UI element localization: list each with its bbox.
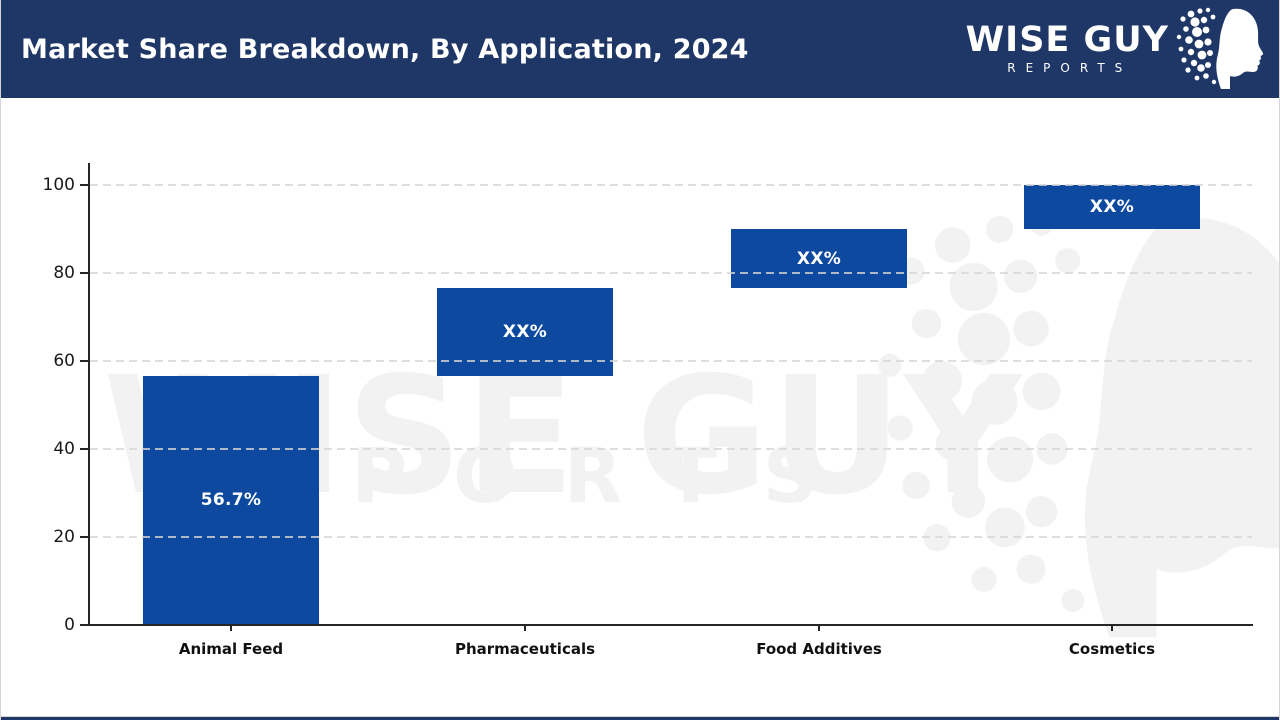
y-tick-label: 100 [42, 175, 75, 195]
bar-value-label: XX% [502, 321, 548, 342]
gridline [90, 360, 1252, 362]
chart-title: Market Share Breakdown, By Application, … [21, 33, 749, 65]
logo-reports-text: REPORTS [1007, 61, 1133, 75]
logo-wordmark: WISE GUY [965, 20, 1169, 60]
gridline [90, 448, 1252, 450]
x-tick-mark [818, 625, 820, 631]
y-tick-label: 80 [53, 263, 75, 283]
bar-pharmaceuticals: XX% [437, 288, 613, 376]
y-tick-mark [80, 624, 88, 626]
bar-cosmetics: XX% [1024, 185, 1200, 230]
y-tick-label: 0 [64, 615, 75, 635]
gridline [90, 536, 1252, 538]
x-tick-label-food-additives: Food Additives [756, 640, 882, 658]
bar-value-label: XX% [796, 248, 842, 269]
y-tick-mark [80, 272, 88, 274]
bar-animal-feed: 56.7% [143, 375, 319, 625]
x-tick-mark [524, 625, 526, 631]
x-tick-label-cosmetics: Cosmetics [1068, 640, 1156, 658]
wiseguy-logo-text: WISE GUY REPORTS [965, 20, 1169, 76]
y-tick-label: 40 [53, 439, 75, 459]
footer-accent-strip [1, 717, 1279, 720]
gridline [90, 272, 1252, 274]
y-tick-mark [80, 448, 88, 450]
y-tick-mark [80, 360, 88, 362]
x-tick-label-pharmaceuticals: Pharmaceuticals [454, 640, 596, 658]
x-tick-mark [230, 625, 232, 631]
y-tick-mark [80, 184, 88, 186]
x-axis-spine [88, 624, 1253, 626]
header-bar: Market Share Breakdown, By Application, … [1, 0, 1279, 98]
gridline [90, 184, 1252, 186]
y-tick-label: 60 [53, 351, 75, 371]
x-tick-label-animal-feed: Animal Feed [178, 640, 284, 658]
x-tick-mark [1111, 625, 1113, 631]
bar-food-additives: XX% [731, 229, 907, 289]
y-tick-label: 20 [53, 527, 75, 547]
y-tick-mark [80, 536, 88, 538]
bar-value-label: 56.7% [200, 490, 262, 511]
wiseguy-logo: WISE GUY REPORTS [966, 7, 1263, 91]
bar-value-label: XX% [1089, 197, 1135, 218]
bottom-border-line [1, 716, 1279, 717]
wiseguy-face-icon [1176, 7, 1263, 89]
watermark-face-dots-icon [878, 212, 1279, 638]
y-axis-spine [88, 163, 90, 626]
watermark-layer: WISE GUY REPORTS [1, 98, 1279, 717]
